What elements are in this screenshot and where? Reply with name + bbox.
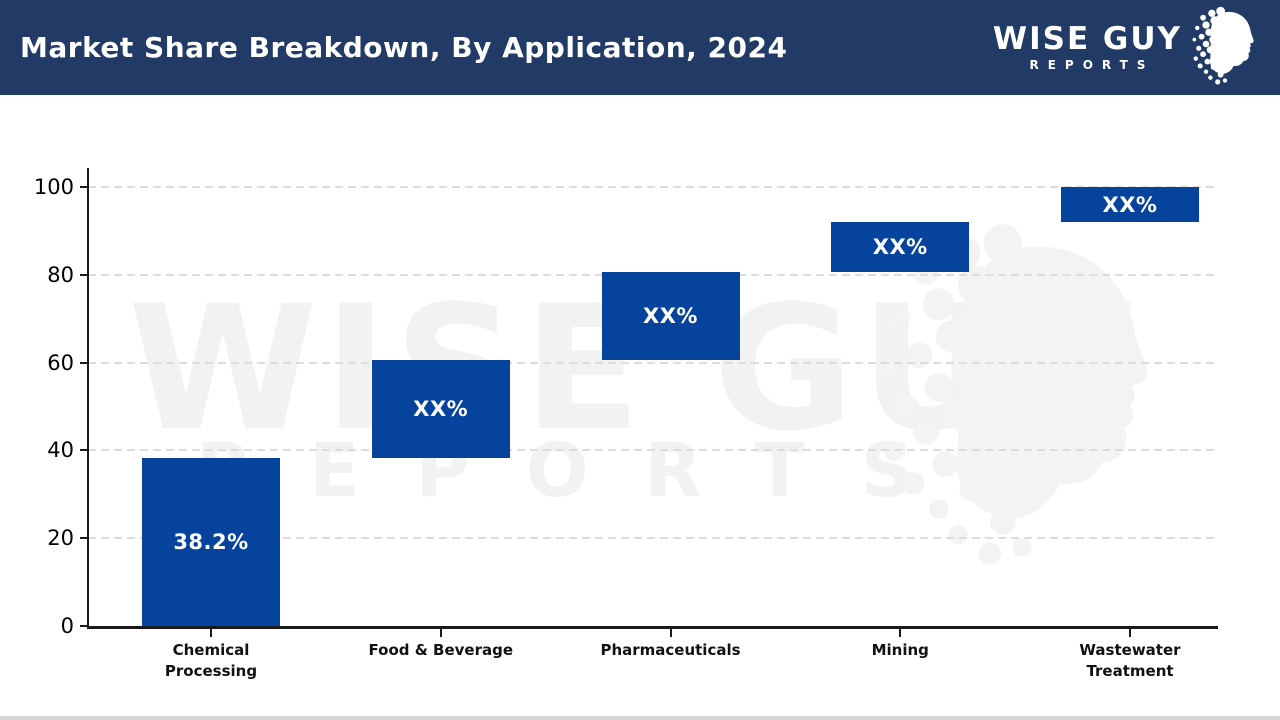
y-tickmark-80 [80,273,88,276]
y-tick-label-40: 40 [47,438,74,463]
x-axis-line [87,626,1218,629]
bottom-strip [0,716,1280,720]
y-tickmark-40 [80,449,88,452]
wiseguy-logo: WISE GUY REPORTS [993,6,1266,90]
x-tickmark-food-beverage [439,629,442,637]
bar-value-label: 38.2% [173,530,249,555]
y-tick-label-60: 60 [47,350,74,375]
bar-value-label: XX% [1102,192,1158,217]
y-tickmark-0 [80,625,88,627]
logo-subtext: REPORTS [1029,58,1155,72]
y-tick-label-80: 80 [47,262,74,287]
x-category-label-pharmaceuticals: Pharmaceuticals [600,641,741,659]
watermark-subtext: REPORTS [196,428,971,514]
bar-value-label: XX% [872,234,928,259]
y-tickmark-20 [80,537,88,540]
y-tickmark-60 [80,361,88,364]
y-tick-label-20: 20 [47,526,74,551]
bar-pharmaceuticals: XX% [601,271,740,360]
bar-wastewater-treatment: XX% [1061,187,1199,223]
gridline-20 [88,537,1218,540]
page-title: Market Share Breakdown, By Application, … [20,31,788,64]
y-tick-label-0: 0 [60,614,74,638]
bar-value-label: XX% [643,303,698,328]
x-category-label-wastewater-treatment: Wastewater Treatment [1079,641,1181,680]
header: Market Share Breakdown, By Application, … [0,0,1280,95]
x-category-label-mining: Mining [871,641,929,659]
x-tickmark-pharmaceuticals [669,629,672,637]
gridline-100 [88,186,1218,188]
x-tickmark-wastewater-treatment [1129,629,1131,637]
bar-chemical-processing: 38.2% [142,458,280,626]
x-category-label-food-beverage: Food & Beverage [368,641,514,659]
x-tickmark-chemical-processing [210,629,212,637]
gridline-40 [88,449,1218,452]
gridline-60 [88,361,1218,364]
y-tickmark-100 [80,186,88,188]
logo-wordmark: WISE GUY [992,21,1182,57]
x-category-label-chemical-processing: Chemical Processing [164,641,258,680]
y-tick-label-100: 100 [33,175,74,199]
x-tickmark-mining [899,629,902,637]
bar-value-label: XX% [413,396,469,421]
bar-food-beverage: XX% [371,359,510,459]
y-axis-line [87,168,89,628]
bar-mining: XX% [831,222,970,272]
logo-text: WISE GUY REPORTS [993,23,1182,72]
